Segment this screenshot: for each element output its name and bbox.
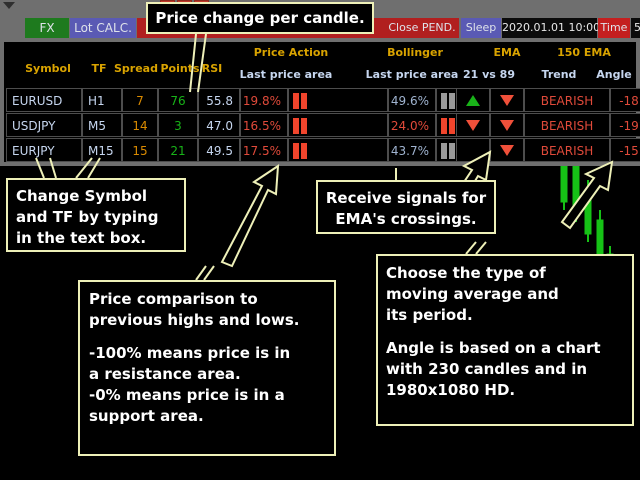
callout-line: previous highs and lows. [89,311,300,329]
table-row[interactable]: USDJPY M5 14 3 47.0 16.5% 24.0% [4,113,640,137]
callout-line: its period. [386,306,473,324]
cell-ema-signal-1 [456,138,490,162]
cell-spread: 7 [122,88,158,112]
callout-line: Change Symbol [16,187,148,205]
triangle-down-icon[interactable] [3,2,15,9]
callout-moving-average: Choose the type of moving average and it… [376,254,634,426]
callout-line: -100% means price is in [89,344,291,362]
table-row[interactable]: EURUSD H1 7 76 55.8 19.8% 49.6% [4,88,640,112]
group-header-price-action: Price Action [253,46,329,59]
close-pending-button[interactable]: Close PEND. [385,18,459,38]
callout-spacer [89,331,334,343]
triangle-down-icon [500,120,514,131]
cell-ema-signal-2 [490,88,524,112]
cell-angle: -15° [610,138,640,162]
cell-points: 21 [158,138,198,162]
cell-symbol[interactable]: USDJPY [6,113,82,137]
cell-bollinger-pct: 49.6% [388,88,436,112]
signals-table: Price Action Bollinger EMA 150 EMA Symbo… [4,42,640,162]
column-header-trend: Trend [541,68,577,81]
time-value-field[interactable]: 5 [631,18,640,38]
datetime-field[interactable]: 2020.01.01 10:00 [502,18,600,38]
cell-ema-signal-1 [456,113,490,137]
callout-ema-signals: Receive signals for EMA's crossings. [316,180,496,234]
group-header-ema: EMA [493,46,521,59]
triangle-down-icon [500,95,514,106]
column-header-pa-last-price-area: Last price area [239,68,333,81]
callout-price-change: Price change per candle. [146,2,374,34]
callout-line: with 230 candles and in [386,360,588,378]
cell-price-action-bars [288,88,388,112]
callout-spacer [386,326,632,338]
callout-line: Angle is based on a chart [386,339,601,357]
callout-line: Price comparison to [89,290,258,308]
cell-trend: BEARISH [524,88,610,112]
column-header-spread: Spread [114,62,158,75]
cell-rsi: 49.5 [198,138,240,162]
cell-points: 76 [158,88,198,112]
group-header-bollinger: Bollinger [387,46,443,59]
column-header-boll-last-price-area: Last price area [365,68,459,81]
callout-line: a resistance area. [89,365,241,383]
cell-tf[interactable]: M15 [82,138,122,162]
callout-line: and TF by typing [16,208,159,226]
triangle-down-icon [466,120,480,131]
table-rows: EURUSD H1 7 76 55.8 19.8% 49.6% [4,88,640,162]
callout-line: Choose the type of [386,264,546,282]
cell-price-action-pct: 16.5% [240,113,288,137]
table-row[interactable]: EURJPY M15 15 21 49.5 17.5% 43.7% BEARIS… [4,138,640,162]
group-header-150-ema: 150 EMA [557,46,611,59]
cell-symbol[interactable]: EURUSD [6,88,82,112]
cell-angle: -18° [610,88,640,112]
callout-line: -0% means price is in a [89,386,285,404]
callout-line: 1980x1080 HD. [386,381,516,399]
cell-trend: BEARISH [524,138,610,162]
cell-price-action-bars [288,113,388,137]
cell-tf[interactable]: M5 [82,113,122,137]
column-header-tf: TF [91,62,107,75]
lot-calc-button[interactable]: Lot CALC. [70,18,136,38]
cell-points: 3 [158,113,198,137]
callout-line: EMA's crossings. [335,210,477,228]
triangle-up-icon [466,95,480,106]
callout-line: support area. [89,407,204,425]
callout-line: moving average and [386,285,559,303]
cell-ema-signal-2 [490,138,524,162]
cell-price-action-bars [288,138,388,162]
callout-line: Receive signals for [325,189,487,207]
cell-angle: -19° [610,113,640,137]
callout-price-comparison: Price comparison to previous highs and l… [78,280,336,456]
callout-line: in the text box. [16,229,147,247]
cell-bollinger-pct: 24.0% [388,113,436,137]
column-header-symbol: Symbol [25,62,71,75]
cell-spread: 14 [122,113,158,137]
cell-symbol[interactable]: EURJPY [6,138,82,162]
cell-price-action-pct: 19.8% [240,88,288,112]
sleep-button[interactable]: Sleep [461,18,501,38]
cell-bollinger-pct: 43.7% [388,138,436,162]
cell-price-action-pct: 17.5% [240,138,288,162]
cell-ema-signal-2 [490,113,524,137]
fx-button[interactable]: FX [25,18,69,38]
cell-spread: 15 [122,138,158,162]
cell-tf[interactable]: H1 [82,88,122,112]
column-header-angle: Angle [596,68,632,81]
cell-rsi: 47.0 [198,113,240,137]
cell-ema-signal-1 [456,88,490,112]
cell-rsi: 55.8 [198,88,240,112]
time-button[interactable]: Time [598,18,630,38]
callout-line: Price change per candle. [155,9,365,27]
callout-change-symbol-tf: Change Symbol and TF by typing in the te… [6,178,186,252]
cell-trend: BEARISH [524,113,610,137]
triangle-down-icon [500,145,514,156]
column-header-21-vs-89: 21 vs 89 [463,68,515,81]
